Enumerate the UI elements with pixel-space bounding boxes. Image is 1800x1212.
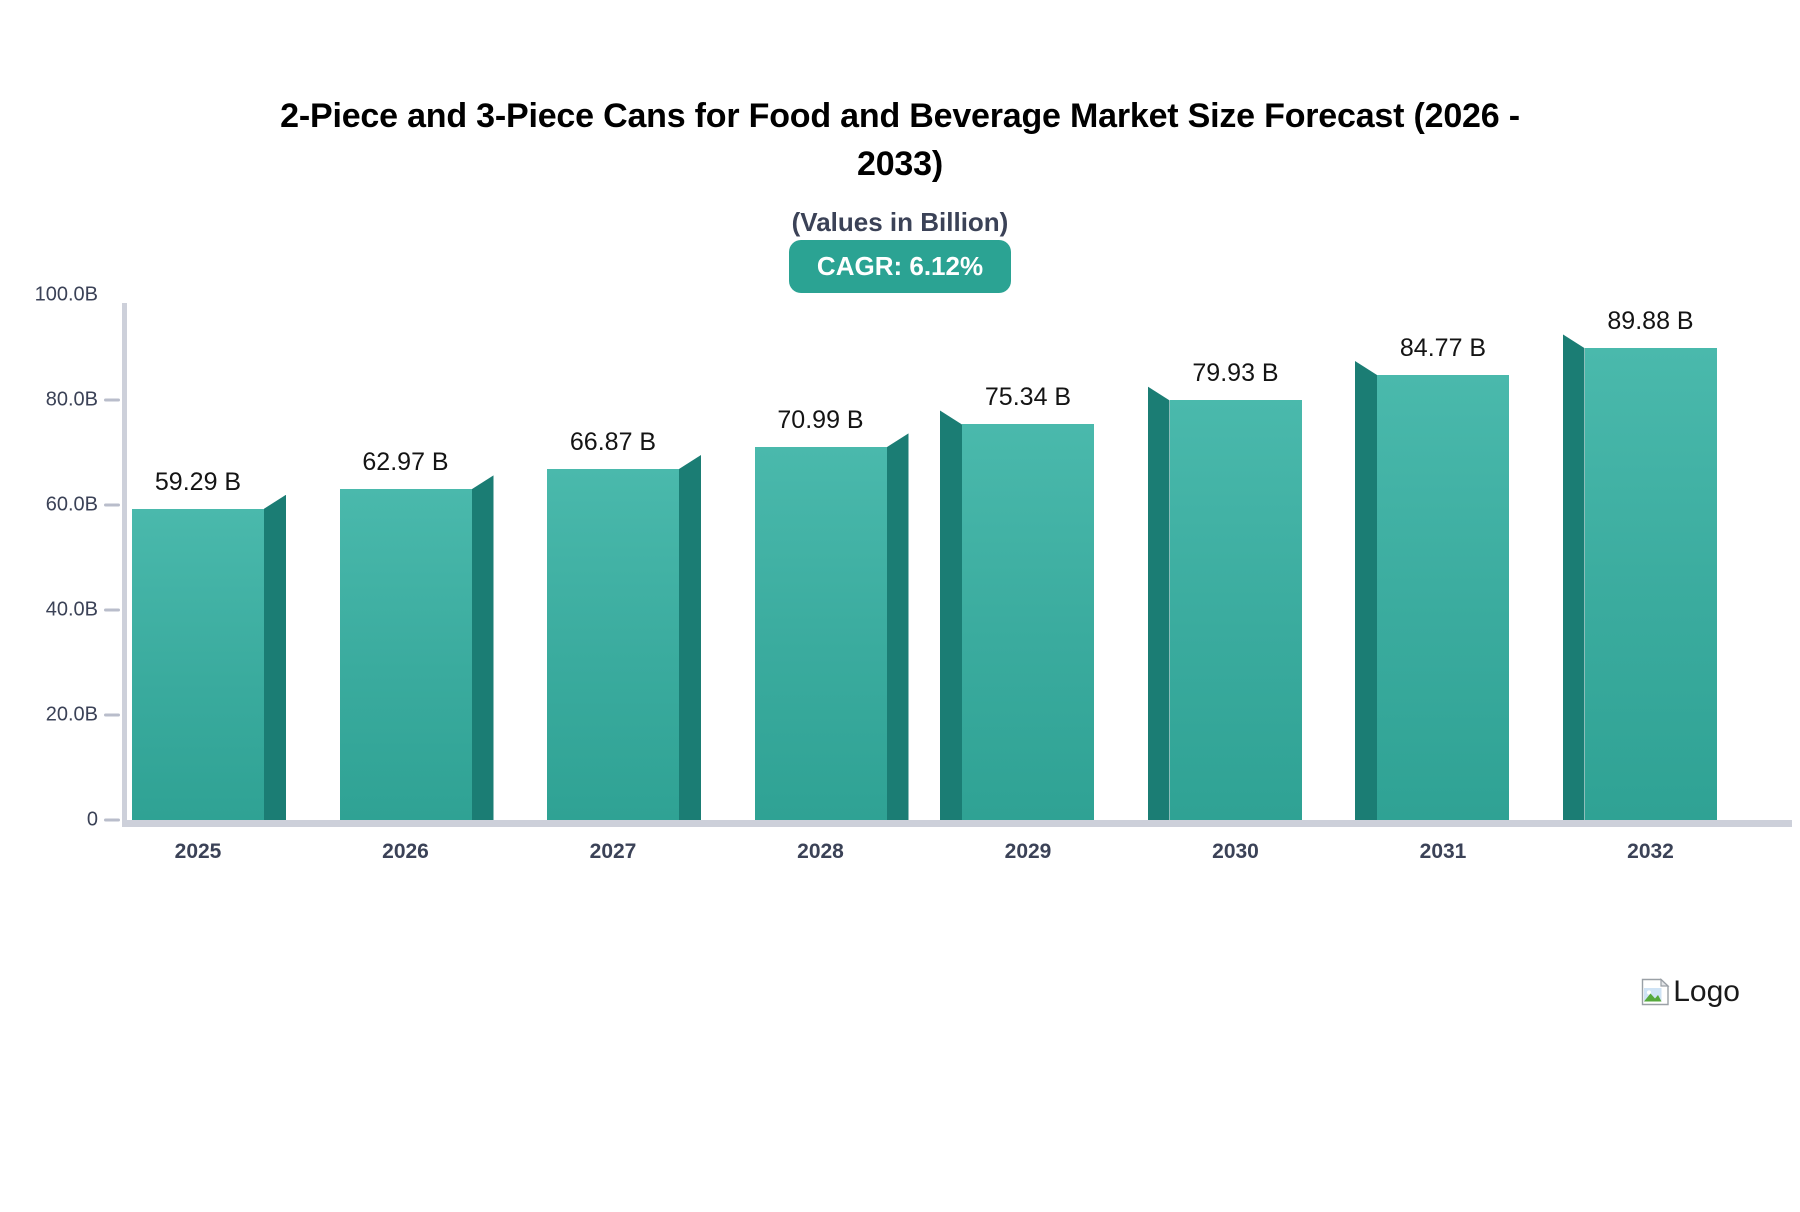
y-axis-tick-mark xyxy=(104,713,120,717)
x-axis-slot: 2025 xyxy=(130,840,338,864)
y-axis-tick-mark xyxy=(104,608,120,612)
bar-slot: 59.29 B xyxy=(130,295,338,820)
cagr-badge: CAGR: 6.12% xyxy=(788,239,1012,293)
bar-front-face xyxy=(962,424,1094,820)
bar-side-face xyxy=(1562,334,1585,820)
y-axis-tick-label: 40.0B xyxy=(45,598,98,621)
x-axis-tick-label: 2026 xyxy=(382,840,429,863)
bar-side-face xyxy=(886,433,909,820)
x-axis-slot: 2032 xyxy=(1583,840,1791,864)
bar-value-label: 59.29 B xyxy=(154,467,242,496)
bar-front-face xyxy=(547,468,679,820)
y-axis-tick-label: 100.0B xyxy=(34,283,98,306)
bar[interactable]: 66.87 B xyxy=(547,428,701,820)
bar-value-label: 84.77 B xyxy=(1399,333,1487,362)
bar-value-label: 79.93 B xyxy=(1192,359,1279,388)
bar-side-face xyxy=(471,475,494,820)
bar-value-label: 66.87 B xyxy=(569,427,657,456)
bar-slot: 84.77 B xyxy=(1355,295,1583,820)
bar-slot: 70.99 B xyxy=(753,295,961,820)
bar[interactable]: 89.88 B xyxy=(1562,307,1717,820)
y-axis-tick-mark xyxy=(104,398,120,402)
y-axis-tick-mark xyxy=(104,818,120,822)
x-axis-slot: 2026 xyxy=(338,840,546,864)
x-axis-slot: 2028 xyxy=(753,840,961,864)
y-axis-line xyxy=(122,303,127,826)
bar-value-label: 75.34 B xyxy=(984,383,1072,412)
page-title: 2-Piece and 3-Piece Cans for Food and Be… xyxy=(280,97,1520,184)
bar-front-face xyxy=(339,489,472,820)
y-axis-tick-mark xyxy=(104,503,120,507)
chart-header: 2-Piece and 3-Piece Cans for Food and Be… xyxy=(0,0,1800,293)
x-axis-tick-labels: 2025 2026 2027 2028 2029 2030 2031 2032 xyxy=(130,840,1790,864)
logo: Logo xyxy=(1641,977,1740,1007)
bar-series: 59.29 B 62.97 B 66.87 B 70.99 B 75.34 B 79.93… xyxy=(130,295,1790,820)
bar[interactable]: 62.97 B xyxy=(339,448,494,820)
y-axis-tick-label: 0 xyxy=(86,808,98,831)
bar-value-label: 70.99 B xyxy=(777,406,864,435)
x-axis-tick-label: 2025 xyxy=(174,840,222,863)
x-axis-tick-label: 2030 xyxy=(1212,840,1259,863)
x-axis-tick-label: 2031 xyxy=(1419,840,1467,863)
bar[interactable]: 59.29 B xyxy=(132,468,286,820)
logo-alt-text: Logo xyxy=(1673,975,1740,1008)
bar-slot: 62.97 B xyxy=(338,295,546,820)
bar-slot: 89.88 B xyxy=(1562,295,1791,820)
y-axis: 100.0B 80.0B 60.0B 40.0B 20.0B 0 xyxy=(0,284,98,835)
bar-side-face xyxy=(1147,386,1170,820)
y-axis-tick-label: 20.0B xyxy=(45,703,98,726)
y-axis-tick-label: 80.0B xyxy=(45,388,98,411)
chart-plot-area: 100.0B 80.0B 60.0B 40.0B 20.0B 0 59.29 B 62.97… xyxy=(0,284,1800,835)
x-axis-tick-label: 2029 xyxy=(1004,840,1052,863)
bar-front-face xyxy=(1584,348,1717,820)
x-axis-slot: 2030 xyxy=(1168,840,1376,864)
bar[interactable]: 84.77 B xyxy=(1355,334,1509,820)
bar-front-face xyxy=(132,508,264,820)
x-axis-slot: 2027 xyxy=(545,840,753,864)
x-axis-tick-label: 2028 xyxy=(797,840,844,863)
bar[interactable]: 70.99 B xyxy=(754,406,909,820)
bar-side-face xyxy=(1355,360,1377,820)
bar-value-label: 62.97 B xyxy=(362,448,449,477)
bar-side-face xyxy=(679,454,701,820)
chart-subtitle: (Values in Billion) xyxy=(791,206,1009,237)
bar-front-face xyxy=(754,447,887,820)
x-axis-slot: 2029 xyxy=(960,840,1168,864)
bar-front-face xyxy=(1377,374,1509,820)
bar-value-label: 89.88 B xyxy=(1607,307,1694,336)
broken-image-icon xyxy=(1641,977,1671,1007)
x-axis-tick-label: 2032 xyxy=(1627,840,1674,863)
x-axis-line xyxy=(122,820,1792,827)
x-axis-tick-label: 2027 xyxy=(589,840,637,863)
bar[interactable]: 79.93 B xyxy=(1147,359,1302,820)
bar-side-face xyxy=(264,494,286,820)
bar-side-face xyxy=(940,410,962,820)
bar-slot: 79.93 B xyxy=(1147,295,1376,820)
x-axis-slot: 2031 xyxy=(1375,840,1583,864)
bar-slot: 66.87 B xyxy=(545,295,753,820)
cagr-badge-wrapper: CAGR: 6.12% xyxy=(0,239,1800,293)
bar-front-face xyxy=(1169,400,1302,820)
bar[interactable]: 75.34 B xyxy=(940,383,1094,820)
bar-slot: 75.34 B xyxy=(940,295,1168,820)
y-axis-tick-label: 60.0B xyxy=(45,493,98,516)
